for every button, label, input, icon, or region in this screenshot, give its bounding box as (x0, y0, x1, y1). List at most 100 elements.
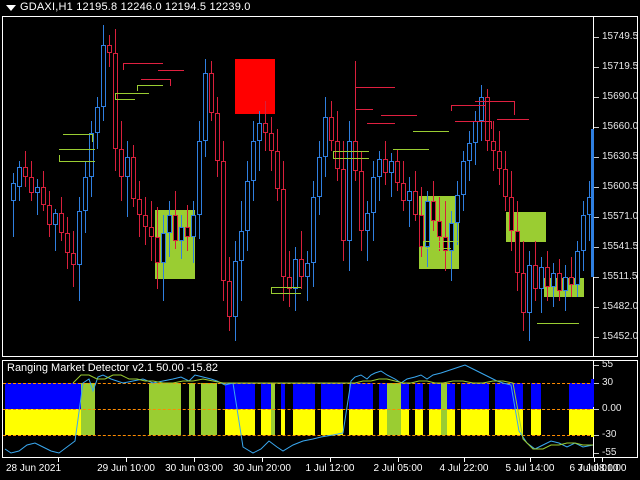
price-tick-label: 15511.5 (602, 271, 638, 282)
indicator-band-upper (569, 383, 593, 409)
support-marker (92, 134, 93, 142)
indicator-band-upper (401, 383, 409, 409)
candle-body (425, 201, 430, 247)
time-tick-label: 5 Jul 14:00 (505, 463, 555, 474)
indicator-band-lower (415, 409, 423, 435)
time-axis[interactable]: 28 Jun 2021 29 Jun 10:00 30 Jun 03:00 30 Ju… (2, 458, 638, 480)
candle-body (527, 265, 532, 313)
candle-body (491, 141, 496, 151)
time-tick (126, 458, 127, 462)
time-tick-label: 6 Jul 08:00 (569, 463, 619, 474)
indicator-band-lower (321, 409, 343, 435)
indicator-scrollbar-lower[interactable] (591, 409, 594, 437)
indicator-band-lower (349, 409, 373, 435)
indicator-band-lower (379, 409, 387, 435)
support-marker (413, 131, 449, 132)
time-tick (602, 458, 603, 462)
indicator-band-upper (461, 383, 489, 409)
time-tick-label: 2 Jul 05:00 (373, 463, 423, 474)
candle-body (209, 73, 214, 113)
price-scale[interactable]: 15749.5 15719.5 15690.0 15660.0 15630.5 15600… (591, 17, 639, 356)
candle-body (227, 281, 232, 317)
support-marker (63, 134, 93, 135)
resistance-marker (491, 121, 492, 129)
price-tick-label: 15630.5 (602, 151, 639, 162)
price-chart-panel[interactable]: 15749.5 15719.5 15690.0 15660.0 15630.5 15600… (2, 16, 638, 357)
candle-body (191, 215, 196, 237)
indicator-band-upper (271, 383, 275, 409)
candle-body (551, 273, 556, 287)
candle-body (17, 167, 22, 187)
support-marker (271, 287, 301, 288)
price-tick-label: 15482.0 (602, 301, 639, 312)
candle-body (215, 113, 220, 161)
candle-body (257, 123, 262, 141)
time-tick (262, 458, 263, 462)
indicator-plot-area[interactable]: Ranging Market Detector v2.1 50.00 -15.8… (3, 361, 595, 457)
candle-body (335, 141, 340, 169)
candle-body (575, 251, 580, 285)
resistance-marker (123, 63, 163, 64)
candle-body (431, 201, 436, 221)
candle-wick (13, 173, 14, 237)
candle-body (59, 213, 64, 233)
indicator-band-lower (461, 409, 489, 435)
candle-body (557, 273, 562, 291)
candle-body (149, 227, 154, 237)
indicator-band-lower (401, 409, 409, 435)
indicator-band-lower (293, 409, 315, 435)
indicator-band-lower (281, 409, 285, 435)
indicator-band-upper (201, 383, 217, 409)
indicator-band-lower (441, 409, 447, 435)
candle-body (545, 267, 550, 287)
price-tick (594, 157, 599, 158)
candle-body (269, 133, 274, 151)
chevron-down-icon[interactable] (6, 5, 16, 11)
candle-body (509, 197, 514, 231)
support-marker (423, 241, 424, 248)
resistance-marker (497, 119, 529, 120)
support-marker (59, 155, 60, 161)
price-tick (594, 67, 599, 68)
candle-body (179, 227, 184, 241)
indicator-tick (594, 435, 599, 436)
candle-body (569, 277, 574, 285)
resistance-marker (451, 105, 485, 106)
support-marker (333, 151, 369, 152)
candle-body (41, 187, 46, 205)
candle-body (167, 215, 172, 233)
price-tick (594, 247, 599, 248)
candle-body (389, 161, 394, 173)
candle-body (293, 259, 298, 289)
time-tick (464, 458, 465, 462)
candle-body (125, 157, 130, 177)
candle-wick (55, 209, 56, 251)
candle-body (71, 253, 76, 265)
price-tick (594, 97, 599, 98)
candle-wick (391, 153, 392, 197)
resistance-marker (455, 121, 491, 122)
red-zone (235, 59, 275, 114)
candle-body (461, 161, 466, 195)
price-plot-area[interactable] (3, 17, 595, 356)
indicator-band-upper (531, 383, 541, 409)
candle-body (443, 237, 448, 251)
price-tick-label: 15749.5 (602, 31, 639, 42)
price-scrollbar[interactable] (591, 129, 594, 277)
resistance-marker (355, 109, 373, 110)
candle-body (407, 191, 412, 201)
indicator-band-upper (5, 383, 81, 409)
indicator-band-upper (81, 383, 95, 409)
indicator-band-upper (189, 383, 195, 409)
candle-wick (259, 111, 260, 171)
candle-body (479, 97, 484, 121)
indicator-scale[interactable]: 55 30 0.00 -30 -55 (591, 360, 637, 458)
resistance-marker (451, 105, 452, 111)
indicator-scrollbar[interactable] (591, 379, 594, 407)
indicator-panel[interactable]: Ranging Market Detector v2.1 50.00 -15.8… (2, 360, 638, 458)
candle-body (371, 177, 376, 213)
candle-body (35, 187, 40, 193)
candle-body (101, 45, 106, 107)
indicator-tick (594, 383, 599, 384)
